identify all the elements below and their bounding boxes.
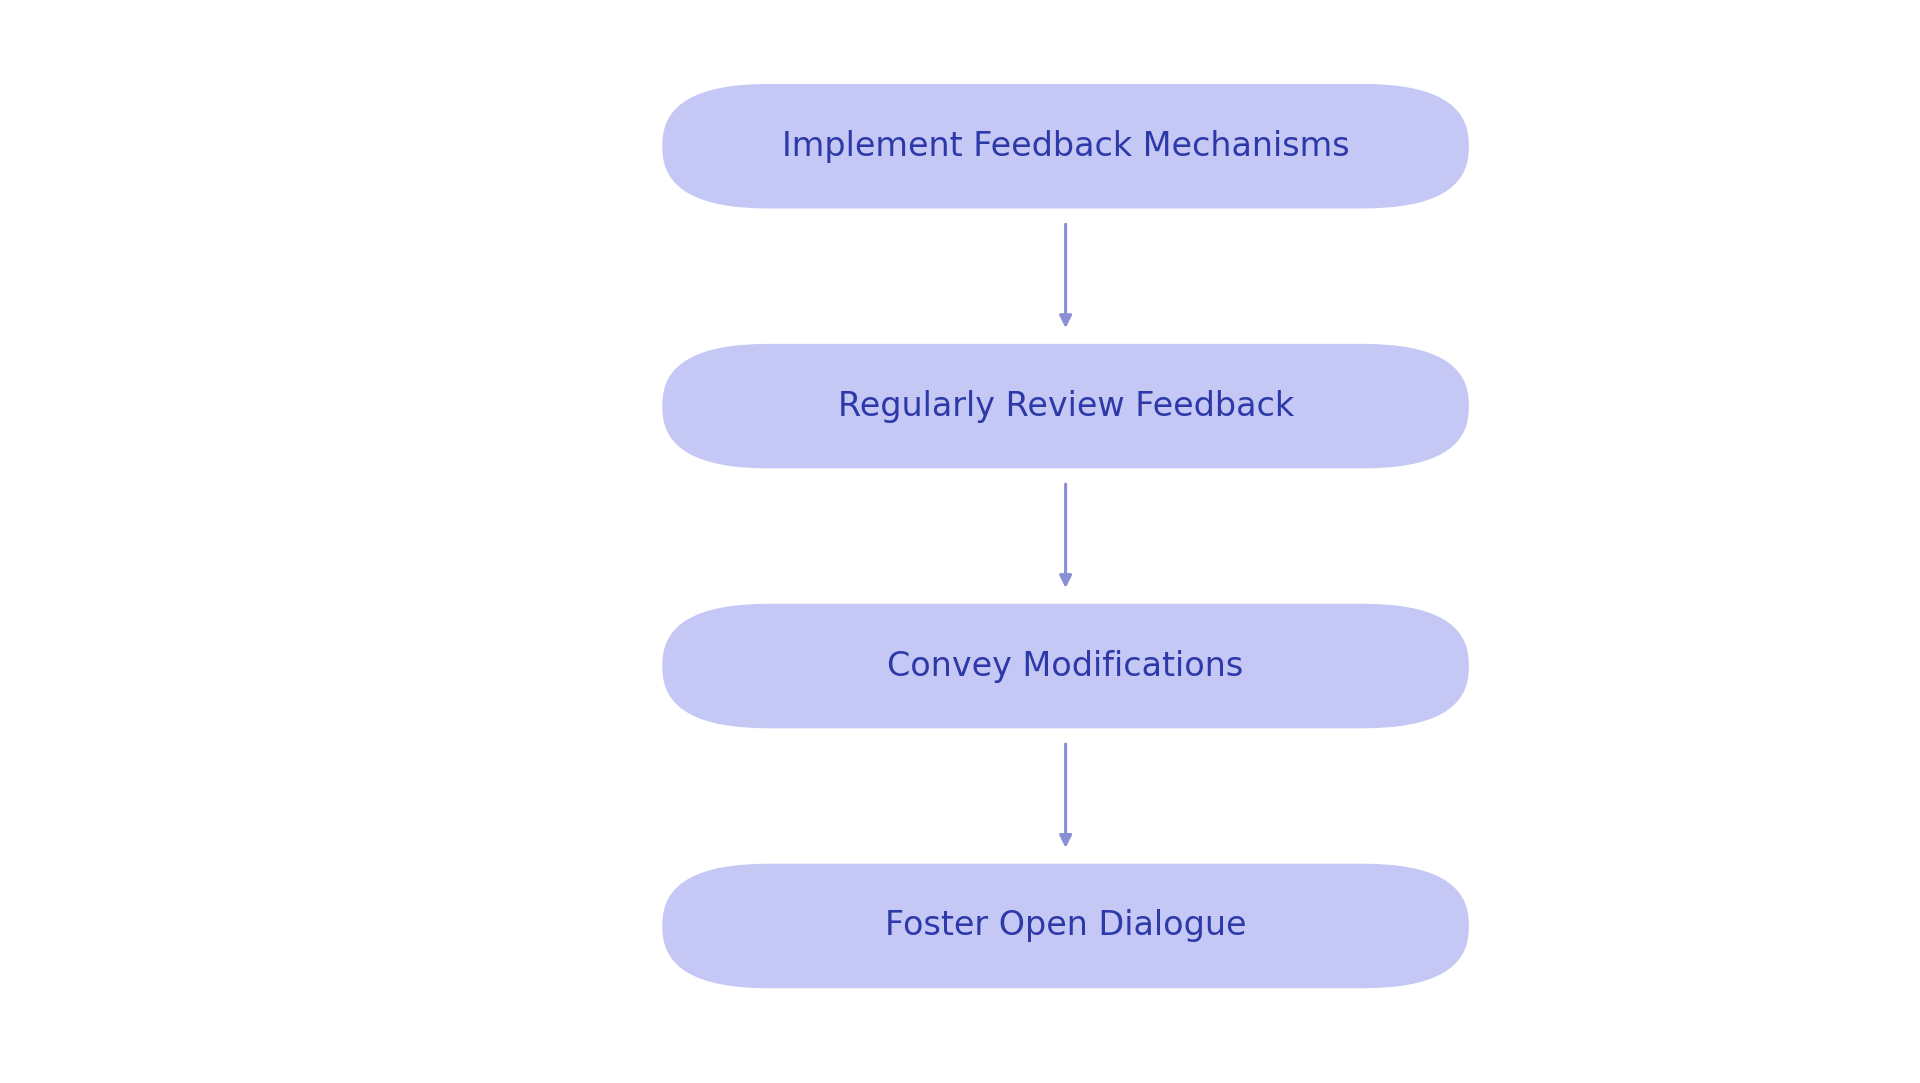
Text: Foster Open Dialogue: Foster Open Dialogue [885,910,1246,942]
FancyBboxPatch shape [662,84,1469,208]
Text: Implement Feedback Mechanisms: Implement Feedback Mechanisms [781,130,1350,162]
Text: Regularly Review Feedback: Regularly Review Feedback [837,390,1294,422]
FancyBboxPatch shape [662,604,1469,728]
Text: Convey Modifications: Convey Modifications [887,650,1244,682]
FancyBboxPatch shape [662,344,1469,469]
FancyBboxPatch shape [662,864,1469,988]
